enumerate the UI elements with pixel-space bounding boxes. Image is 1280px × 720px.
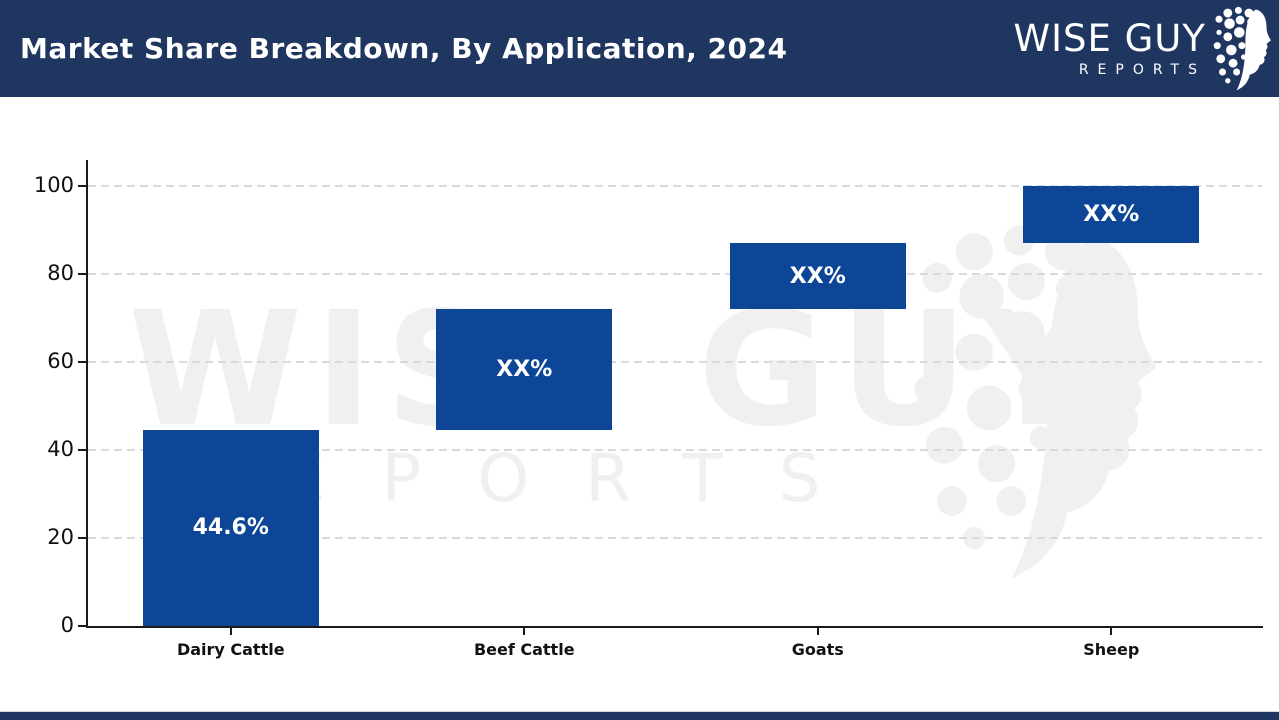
y-tick-label-100: 100 bbox=[33, 173, 74, 197]
x-tick-0 bbox=[229, 628, 232, 635]
gridline-40 bbox=[88, 449, 1262, 451]
gridline-80 bbox=[88, 273, 1262, 275]
bar-value-label: XX% bbox=[496, 356, 553, 382]
y-tick-60 bbox=[78, 361, 86, 363]
brand-logo-text: WISE GUY REPORTS bbox=[1014, 20, 1206, 80]
gridline-100 bbox=[88, 185, 1262, 187]
y-axis-spine bbox=[86, 160, 88, 628]
y-tick-100 bbox=[78, 185, 86, 187]
gridline-20 bbox=[88, 537, 1262, 539]
x-tick-1 bbox=[523, 628, 526, 635]
y-tick-0 bbox=[78, 625, 86, 627]
x-tick-label-2: Goats bbox=[791, 640, 844, 659]
y-tick-label-40: 40 bbox=[47, 437, 74, 461]
brand-logo: WISE GUY REPORTS bbox=[1002, 4, 1272, 94]
y-tick-label-0: 0 bbox=[60, 613, 74, 637]
bar-value-label: XX% bbox=[789, 263, 846, 289]
x-tick-label-3: Sheep bbox=[1083, 640, 1140, 659]
gridline-60 bbox=[88, 361, 1262, 363]
page-title: Market Share Breakdown, By Application, … bbox=[20, 32, 788, 65]
x-tick-label-0: Dairy Cattle bbox=[176, 640, 285, 659]
bar-value-label: 44.6% bbox=[192, 515, 269, 541]
y-tick-label-80: 80 bbox=[47, 261, 74, 285]
brand-head-icon bbox=[1213, 6, 1271, 91]
x-tick-2 bbox=[816, 628, 819, 635]
brand-subtitle: REPORTS bbox=[1078, 62, 1206, 78]
bar-value-label: XX% bbox=[1083, 202, 1140, 228]
y-tick-label-60: 60 bbox=[47, 349, 74, 373]
x-tick-3 bbox=[1110, 628, 1113, 635]
y-tick-80 bbox=[78, 273, 86, 275]
bar-sheep: XX% bbox=[1023, 186, 1200, 244]
bar-beef-cattle: XX% bbox=[436, 309, 613, 430]
x-axis-spine bbox=[86, 626, 1263, 628]
brand-name: WISE GUY bbox=[1013, 17, 1206, 60]
y-tick-label-20: 20 bbox=[47, 525, 74, 549]
bar-goats: XX% bbox=[729, 243, 906, 310]
footer-bar bbox=[0, 712, 1279, 720]
bottom-border-line bbox=[0, 711, 1279, 712]
header-bar: Market Share Breakdown, By Application, … bbox=[0, 0, 1279, 97]
bar-dairy-cattle: 44.6% bbox=[142, 429, 319, 626]
y-tick-20 bbox=[78, 537, 86, 539]
y-tick-40 bbox=[78, 449, 86, 451]
x-tick-label-1: Beef Cattle bbox=[473, 640, 575, 659]
